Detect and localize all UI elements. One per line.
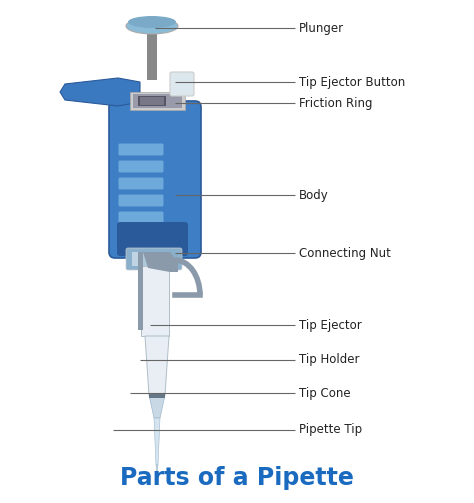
FancyBboxPatch shape [118,178,164,190]
Polygon shape [149,395,165,418]
Bar [149,393,165,398]
Text: Friction Ring: Friction Ring [299,97,373,110]
Ellipse shape [128,16,176,28]
Text: Tip Cone: Tip Cone [299,386,351,399]
Polygon shape [154,418,160,465]
Text: Tip Holder: Tip Holder [299,354,359,367]
Text: Connecting Nut: Connecting Nut [299,246,391,260]
FancyBboxPatch shape [118,160,164,173]
FancyBboxPatch shape [126,248,182,270]
Bar [147,34,157,80]
Text: Parts of a Pipette: Parts of a Pipette [120,466,354,490]
Text: Plunger: Plunger [299,22,344,35]
Bar [140,97,164,105]
Bar [132,252,140,266]
Text: Pipette Tip: Pipette Tip [299,424,362,437]
FancyBboxPatch shape [118,211,164,223]
FancyBboxPatch shape [117,222,188,256]
Bar [138,96,166,106]
Polygon shape [145,336,169,395]
Polygon shape [156,465,158,480]
Ellipse shape [126,18,178,34]
FancyBboxPatch shape [109,101,201,258]
Polygon shape [60,78,140,106]
Bar [141,266,169,336]
FancyBboxPatch shape [170,72,194,96]
Bar [133,94,182,108]
Polygon shape [143,252,178,272]
Text: Body: Body [299,189,329,202]
Bar [130,92,185,110]
Text: Tip Ejector Button: Tip Ejector Button [299,75,405,89]
Text: Tip Ejector: Tip Ejector [299,318,362,331]
FancyBboxPatch shape [118,143,164,155]
FancyBboxPatch shape [118,195,164,207]
Bar [138,252,143,330]
Bar [142,252,150,266]
